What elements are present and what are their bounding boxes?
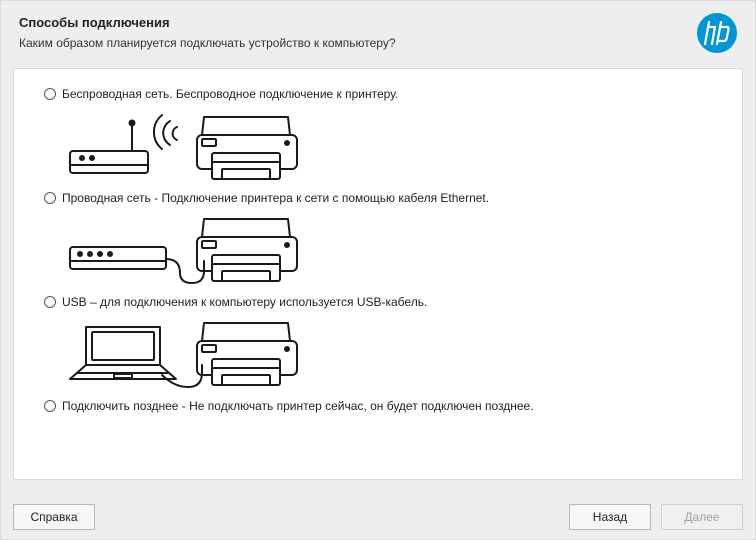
option-ethernet-label: Проводная сеть - Подключение принтера к … — [62, 191, 489, 205]
option-usb-row[interactable]: USB – для подключения к компьютеру испол… — [44, 295, 720, 309]
footer-nav: Назад Далее — [569, 504, 743, 530]
radio-wireless[interactable] — [44, 88, 56, 100]
back-button-label: Назад — [593, 510, 627, 524]
radio-later[interactable] — [44, 400, 56, 412]
option-later: Подключить позднее - Не подключать принт… — [44, 399, 720, 413]
next-button-label: Далее — [684, 510, 719, 524]
option-later-label: Подключить позднее - Не подключать принт… — [62, 399, 534, 413]
hp-logo — [697, 13, 737, 53]
next-button: Далее — [661, 504, 743, 530]
installer-window: Способы подключения Каким образом планир… — [0, 0, 756, 540]
illustration-wireless — [62, 107, 720, 185]
page-title: Способы подключения — [19, 15, 737, 30]
option-wireless-row[interactable]: Беспроводная сеть. Беспроводное подключе… — [44, 87, 720, 101]
header: Способы подключения Каким образом планир… — [1, 1, 755, 60]
radio-ethernet[interactable] — [44, 192, 56, 204]
option-wireless-label: Беспроводная сеть. Беспроводное подключе… — [62, 87, 398, 101]
option-later-row[interactable]: Подключить позднее - Не подключать принт… — [44, 399, 720, 413]
radio-usb[interactable] — [44, 296, 56, 308]
option-ethernet-row[interactable]: Проводная сеть - Подключение принтера к … — [44, 191, 720, 205]
help-button-label: Справка — [30, 510, 77, 524]
option-wireless: Беспроводная сеть. Беспроводное подключе… — [44, 87, 720, 185]
illustration-ethernet — [62, 211, 720, 289]
option-usb: USB – для подключения к компьютеру испол… — [44, 295, 720, 393]
option-ethernet: Проводная сеть - Подключение принтера к … — [44, 191, 720, 289]
illustration-usb — [62, 315, 720, 393]
help-button[interactable]: Справка — [13, 504, 95, 530]
option-usb-label: USB – для подключения к компьютеру испол… — [62, 295, 427, 309]
back-button[interactable]: Назад — [569, 504, 651, 530]
footer: Справка Назад Далее — [1, 495, 755, 539]
options-panel: Беспроводная сеть. Беспроводное подключе… — [13, 68, 743, 480]
page-subtitle: Каким образом планируется подключать уст… — [19, 36, 737, 50]
